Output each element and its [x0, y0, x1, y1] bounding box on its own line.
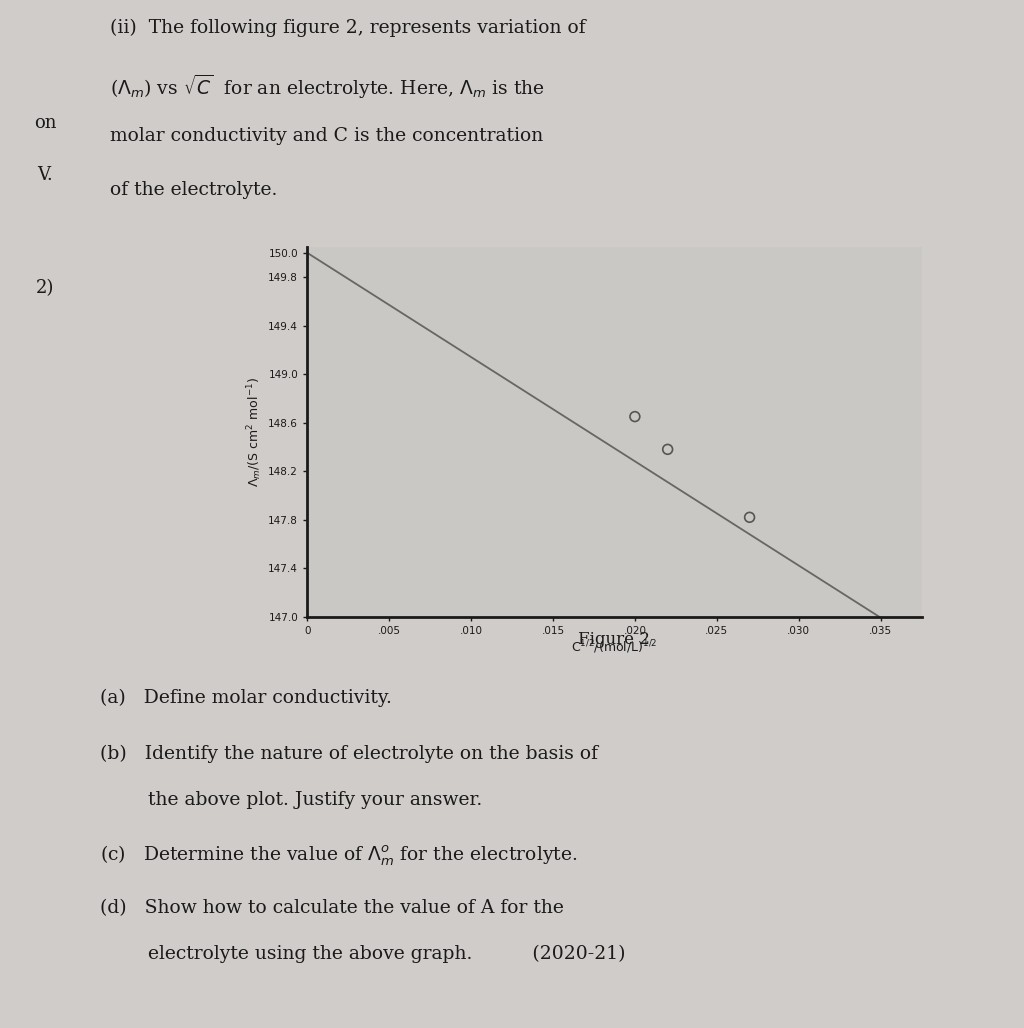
Point [659, 441, 676, 457]
Text: 2): 2) [36, 279, 54, 297]
Text: on: on [34, 114, 56, 133]
Text: of the electrolyte.: of the electrolyte. [110, 181, 276, 198]
Text: electrolyte using the above graph.          (2020-21): electrolyte using the above graph. (2020… [100, 945, 626, 962]
X-axis label: C$^{1/2}$/(mol/L)$^{1/2}$: C$^{1/2}$/(mol/L)$^{1/2}$ [571, 638, 657, 656]
Text: the above plot. Justify your answer.: the above plot. Justify your answer. [100, 791, 482, 809]
Text: (ii)  The following figure 2, represents variation of: (ii) The following figure 2, represents … [110, 19, 585, 37]
Point [627, 408, 643, 425]
Text: molar conductivity and C is the concentration: molar conductivity and C is the concentr… [110, 126, 543, 145]
Text: (b)   Identify the nature of electrolyte on the basis of: (b) Identify the nature of electrolyte o… [100, 745, 598, 764]
Text: (d)   Show how to calculate the value of A for the: (d) Show how to calculate the value of A… [100, 898, 564, 917]
Text: (a)   Define molar conductivity.: (a) Define molar conductivity. [100, 689, 392, 707]
Text: (c)   Determine the value of $\Lambda^{o}_m$ for the electrolyte.: (c) Determine the value of $\Lambda^{o}_… [100, 843, 578, 868]
Y-axis label: $\Lambda_m$/(S cm$^2$ mol$^{-1}$): $\Lambda_m$/(S cm$^2$ mol$^{-1}$) [246, 376, 264, 487]
Point [741, 509, 758, 525]
Text: V.: V. [37, 166, 53, 184]
Text: ($\Lambda_m$) vs $\sqrt{C}$  for an electrolyte. Here, $\Lambda_m$ is the: ($\Lambda_m$) vs $\sqrt{C}$ for an elect… [110, 73, 545, 101]
Text: Figure 2: Figure 2 [579, 631, 650, 649]
